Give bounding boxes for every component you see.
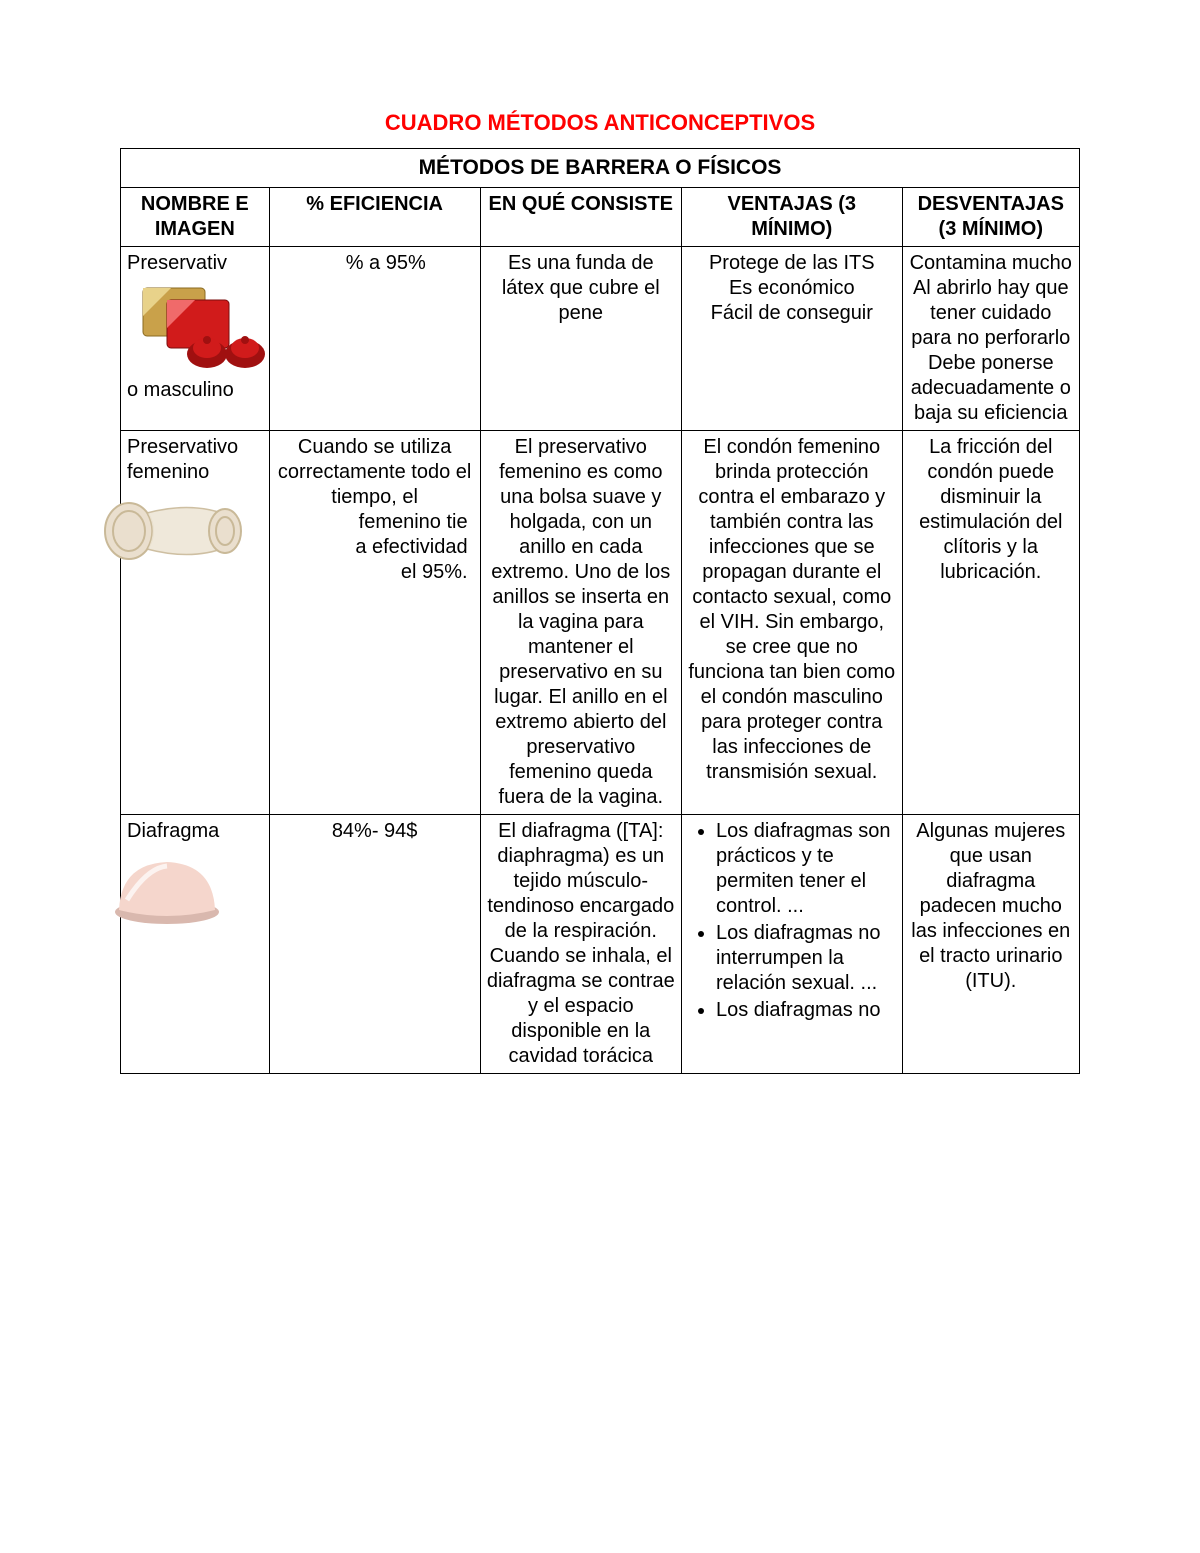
section-header-row: MÉTODOS DE BARRERA O FÍSICOS [121,149,1080,188]
col-name: NOMBRE E IMAGEN [121,188,270,247]
cell-consists: Es una funda de látex que cubre el pene [480,247,681,431]
cell-efficiency: Cuando se utiliza correctamente todo el … [269,431,480,815]
cell-consists: El diafragma ([TA]: diaphragma) es un te… [480,815,681,1074]
name-text: o masculino [127,379,234,401]
cell-disadvantages: La fricción del condón puede disminuir l… [902,431,1079,815]
list-item: Los diafragmas no interrumpen la relació… [716,921,896,996]
efficiency-text: % a 95% [346,252,426,274]
table-row: Preservativ o masculino 00% a 95% [121,247,1080,431]
cell-disadvantages: Algunas mujeres que usan diafragma padec… [902,815,1079,1074]
section-header: MÉTODOS DE BARRERA O FÍSICOS [121,149,1080,188]
efficiency-frag: el 95%. [276,560,468,585]
list-item: Los diafragmas no [716,998,896,1023]
cell-efficiency: 00% a 95% [269,247,480,431]
female-condom-icon [97,491,247,571]
diaphragm-icon [107,850,227,930]
name-text: Preservativ [127,252,227,274]
cell-disadvantages: Contamina mucho Al abrirlo hay que tener… [902,247,1079,431]
document-page: CUADRO MÉTODOS ANTICONCEPTIVOS MÉTODOS D… [0,0,1200,1134]
efficiency-frag: femenino tie [276,510,468,535]
col-advantages: VENTAJAS (3 MÍNIMO) [681,188,902,247]
efficiency-frag: a efectividad [276,535,468,560]
cell-advantages: Protege de las ITS Es económico Fácil de… [681,247,902,431]
col-disadvantages: DESVENTAJAS (3 MÍNIMO) [902,188,1079,247]
cell-advantages: El condón femenino brinda protección con… [681,431,902,815]
document-title: CUADRO MÉTODOS ANTICONCEPTIVOS [120,110,1080,136]
table-row: Diafragma 84%- 94$ El diafragma ([TA]: d… [121,815,1080,1074]
name-text: Preservativo femenino [127,436,238,483]
efficiency-text: Cuando se utiliza correctamente todo el … [276,435,474,510]
methods-table: MÉTODOS DE BARRERA O FÍSICOS NOMBRE E IM… [120,148,1080,1074]
cell-efficiency: 84%- 94$ [269,815,480,1074]
cell-consists: El preservativo femenino es como una bol… [480,431,681,815]
list-item: Los diafragmas son prácticos y te permit… [716,819,896,919]
table-row: Preservativo femenino Cuando se utiliza … [121,431,1080,815]
col-consists: EN QUÉ CONSISTE [480,188,681,247]
cell-advantages: Los diafragmas son prácticos y te permit… [681,815,902,1074]
cell-name: Preservativo femenino [121,431,270,815]
male-condom-icon [137,282,277,372]
col-efficiency: % EFICIENCIA [269,188,480,247]
advantages-list: Los diafragmas son prácticos y te permit… [688,819,896,1023]
cell-name: Preservativ o masculino [121,247,270,431]
column-header-row: NOMBRE E IMAGEN % EFICIENCIA EN QUÉ CONS… [121,188,1080,247]
cell-name: Diafragma [121,815,270,1074]
name-text: Diafragma [127,820,219,842]
